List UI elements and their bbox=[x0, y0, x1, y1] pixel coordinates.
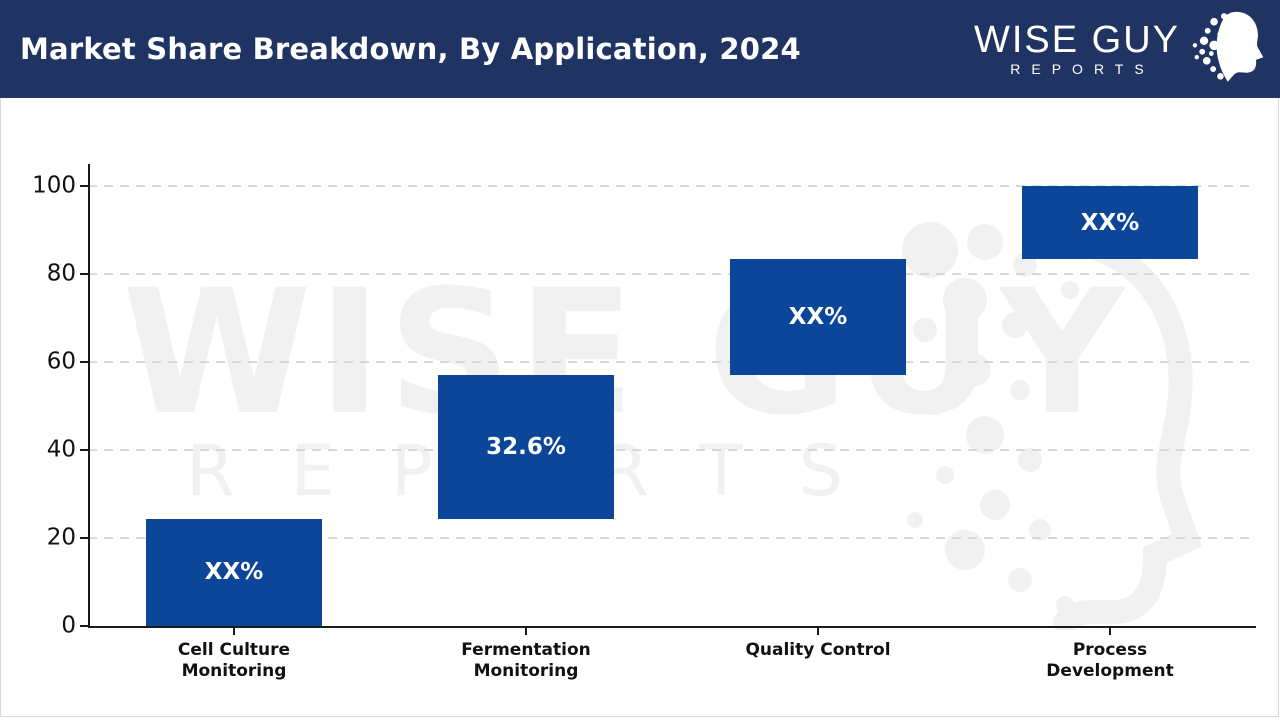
brand-logo: WISE GUY REPORTS bbox=[974, 6, 1266, 92]
bar-value-label: XX% bbox=[1080, 209, 1140, 236]
y-tick-mark bbox=[80, 273, 88, 275]
x-tick-mark bbox=[817, 628, 819, 635]
bar-segment: 32.6% bbox=[438, 375, 614, 519]
x-category-label-line: Monitoring bbox=[181, 661, 287, 681]
y-gridline bbox=[88, 185, 1256, 187]
x-category-label: Cell Culture Monitoring bbox=[94, 640, 374, 682]
y-gridline bbox=[88, 449, 1256, 451]
y-gridline bbox=[88, 361, 1256, 363]
x-axis-spine bbox=[88, 626, 1256, 628]
x-category-label: Quality Control bbox=[678, 640, 958, 661]
y-tick-label: 100 bbox=[32, 172, 76, 199]
y-tick-mark bbox=[80, 625, 88, 627]
y-tick-label: 40 bbox=[46, 436, 76, 463]
y-tick-mark bbox=[80, 537, 88, 539]
y-tick-mark bbox=[80, 185, 88, 187]
bar-segment: XX% bbox=[146, 518, 322, 626]
y-tick-mark bbox=[80, 449, 88, 451]
y-tick-label: 0 bbox=[61, 612, 76, 639]
x-category-label-line: Fermentation bbox=[461, 640, 591, 660]
y-axis-spine bbox=[88, 164, 90, 628]
watermark-face-icon bbox=[902, 222, 1202, 630]
brand-logo-text: WISE GUY REPORTS bbox=[974, 21, 1180, 77]
chart-title: Market Share Breakdown, By Application, … bbox=[20, 32, 801, 66]
logo-face-icon bbox=[1192, 11, 1264, 82]
y-gridline bbox=[88, 537, 1256, 539]
x-tick-mark bbox=[525, 628, 527, 635]
bar-value-label: 32.6% bbox=[486, 433, 566, 460]
bar-segment: XX% bbox=[730, 259, 906, 376]
y-tick-mark bbox=[80, 361, 88, 363]
header-band: Market Share Breakdown, By Application, … bbox=[0, 0, 1280, 98]
x-category-label-line: Process bbox=[1072, 640, 1148, 660]
x-category-label-line: Quality Control bbox=[745, 640, 891, 660]
x-category-label-line: Cell Culture bbox=[177, 640, 291, 660]
y-tick-label: 20 bbox=[46, 524, 76, 551]
x-category-label-line: Development bbox=[1046, 661, 1174, 681]
x-category-label: Process Development bbox=[970, 640, 1250, 682]
y-tick-label: 80 bbox=[46, 260, 76, 287]
bar-value-label: XX% bbox=[204, 559, 264, 586]
bar-segment: XX% bbox=[1022, 186, 1198, 260]
x-category-label-line: Monitoring bbox=[473, 661, 579, 681]
logo-wordmark: WISE GUY bbox=[973, 19, 1180, 61]
bar-value-label: XX% bbox=[788, 304, 848, 331]
y-gridline bbox=[88, 273, 1256, 275]
x-tick-mark bbox=[233, 628, 235, 635]
logo-subtext: REPORTS bbox=[1010, 61, 1155, 77]
y-tick-label: 60 bbox=[46, 348, 76, 375]
x-category-label: Fermentation Monitoring bbox=[386, 640, 666, 682]
x-tick-mark bbox=[1109, 628, 1111, 635]
